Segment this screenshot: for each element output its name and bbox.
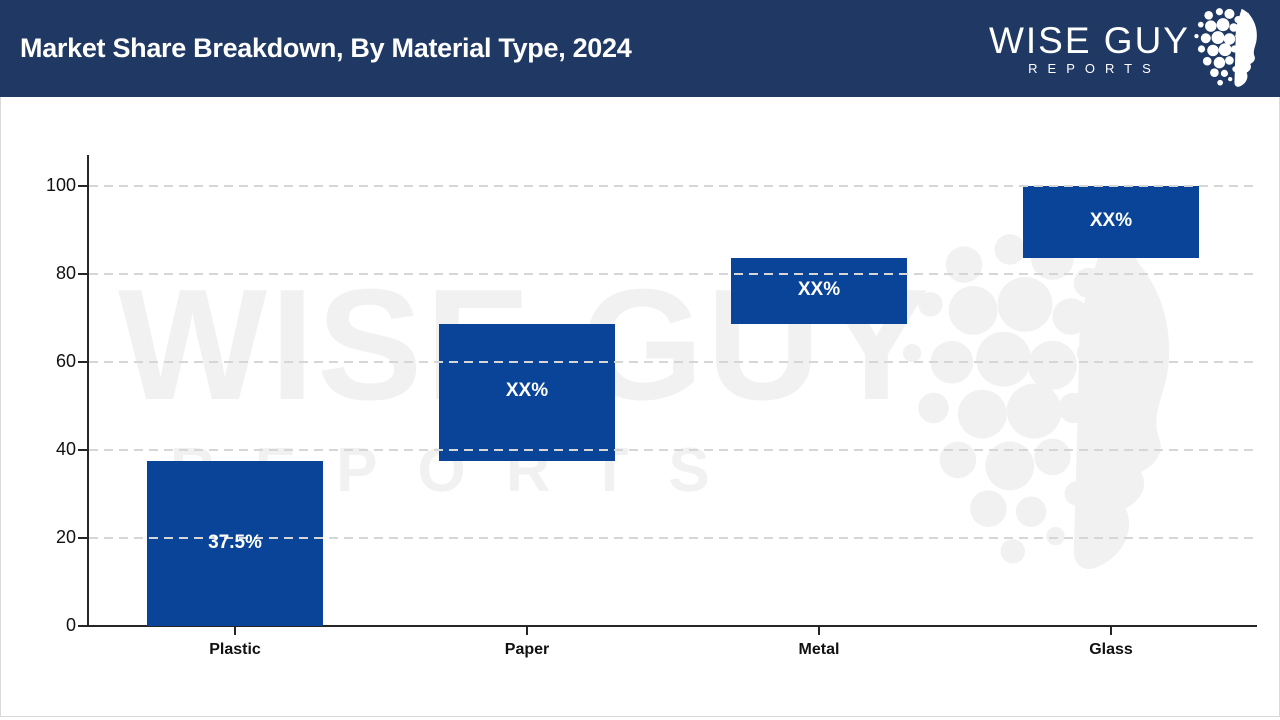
gridline — [89, 361, 1257, 363]
y-tick-label: 100 — [45, 175, 76, 195]
y-tick-label: 40 — [55, 439, 76, 459]
x-category-label: Plastic — [209, 641, 261, 658]
y-tick — [78, 185, 87, 187]
y-tick — [78, 361, 87, 363]
brand-subname: REPORTS — [1028, 60, 1161, 76]
brand-name: WISE GUY — [988, 19, 1190, 61]
brand-logo: WISE GUY REPORTS — [989, 0, 1266, 97]
bar — [731, 257, 907, 324]
x-tick — [818, 627, 820, 635]
y-tick — [78, 449, 87, 451]
gridline — [89, 185, 1257, 187]
x-tick — [234, 627, 236, 635]
y-tick-label: 0 — [65, 615, 76, 635]
gridline — [89, 273, 1257, 275]
x-tick — [526, 627, 528, 635]
y-tick — [78, 625, 87, 627]
x-category-label: Paper — [504, 641, 550, 658]
y-tick-label: 60 — [55, 351, 76, 371]
brand-dotted-head-icon — [1194, 7, 1257, 87]
y-tick-label: 80 — [55, 263, 76, 283]
y-tick — [78, 537, 87, 539]
chart-title: Market Share Breakdown, By Material Type… — [20, 33, 632, 63]
y-tick — [78, 273, 87, 275]
x-category-label: Metal — [798, 641, 840, 658]
bar-value-label: 37.5% — [208, 531, 262, 553]
gridline — [89, 537, 1257, 539]
y-axis-line — [87, 155, 89, 627]
gridline — [89, 449, 1257, 451]
bar-value-label: XX% — [1089, 209, 1133, 231]
brand-logo-text: WISE GUY REPORTS — [989, 22, 1190, 76]
x-tick — [1110, 627, 1112, 635]
y-tick-label: 20 — [55, 527, 76, 547]
bar — [439, 323, 615, 461]
bar-value-label: XX% — [797, 278, 841, 300]
bar-value-label: XX% — [505, 380, 549, 402]
header-bar: Market Share Breakdown, By Material Type… — [0, 0, 1280, 97]
bar — [147, 461, 323, 626]
x-category-label: Glass — [1089, 641, 1133, 658]
x-axis-line — [87, 625, 1257, 627]
